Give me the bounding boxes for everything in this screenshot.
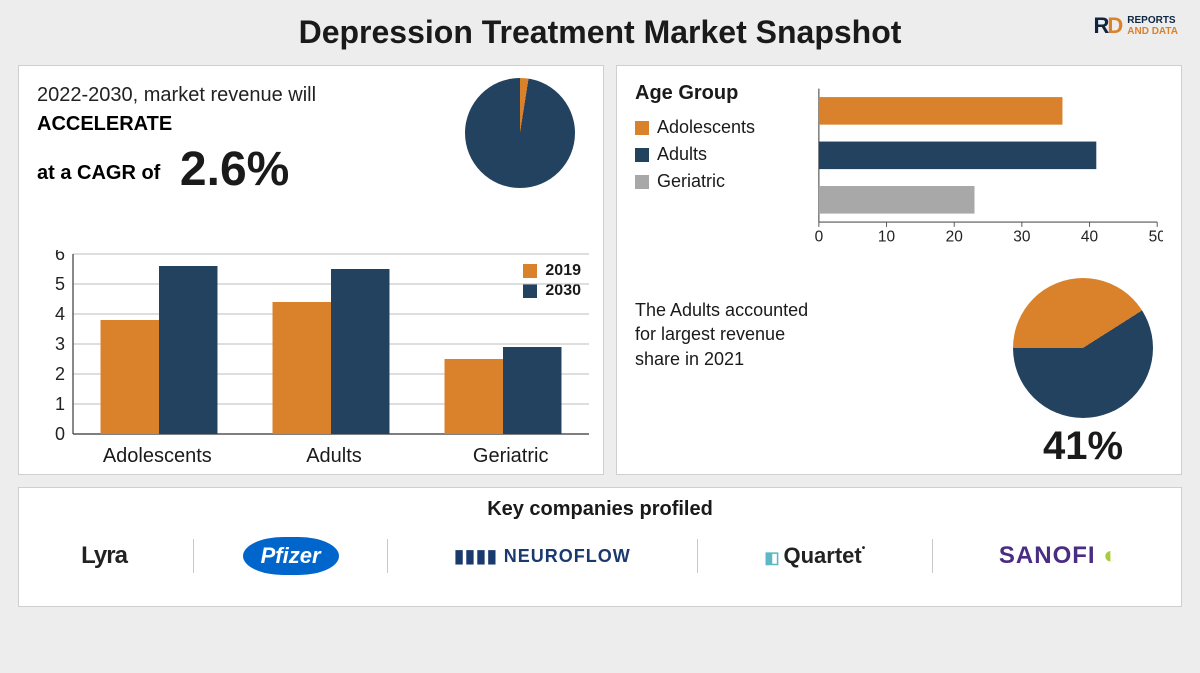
- category-label: Adolescents: [69, 445, 246, 468]
- legend-item: Adolescents: [635, 117, 805, 138]
- svg-text:0: 0: [55, 424, 65, 440]
- age-group-heading: Age Group: [635, 82, 805, 105]
- svg-text:1: 1: [55, 394, 65, 414]
- page-title: Depression Treatment Market Snapshot: [18, 14, 1182, 51]
- brand-logo: RD REPORTS AND DATA: [1093, 14, 1178, 38]
- share-percent: 41%: [1013, 424, 1153, 469]
- share-pie-chart: [1013, 278, 1153, 418]
- brand-line1: REPORTS: [1127, 15, 1178, 26]
- right-card: Age Group Adolescents Adults Geriatric 0 10…: [616, 65, 1182, 475]
- companies-heading: Key companies profiled: [19, 498, 1181, 521]
- legend-item: Adults: [635, 144, 805, 165]
- svg-text:4: 4: [55, 304, 65, 324]
- share-note: The Adults accounted for largest revenue…: [635, 278, 808, 371]
- category-label: Adults: [246, 445, 423, 468]
- svg-text:20: 20: [946, 228, 963, 245]
- accelerate-label: ACCELERATEat a CAGR of: [37, 113, 172, 184]
- svg-text:0: 0: [815, 228, 823, 245]
- cagr-pie-chart: [465, 78, 575, 188]
- company-neuroflow: ▮▮▮▮NEUROFLOW: [436, 542, 649, 571]
- svg-text:30: 30: [1013, 228, 1030, 245]
- svg-text:50: 50: [1149, 228, 1163, 245]
- category-label: Geriatric: [422, 445, 599, 468]
- svg-text:3: 3: [55, 334, 65, 354]
- company-lyra: Lyra: [63, 538, 145, 574]
- svg-text:5: 5: [55, 274, 65, 294]
- left-card: 2022-2030, market revenue will ACCELERAT…: [18, 65, 604, 475]
- bar-category-labels: AdolescentsAdultsGeriatric: [69, 445, 599, 468]
- horizontal-bar-chart: 0 10 20 30 40 50: [815, 80, 1163, 250]
- companies-footer: Key companies profiled Lyra Pfizer ▮▮▮▮N…: [18, 487, 1182, 607]
- cagr-value: 2.6%: [180, 142, 289, 197]
- legend-item: Geriatric: [635, 171, 805, 192]
- svg-text:2: 2: [55, 364, 65, 384]
- age-group-legend: Age Group Adolescents Adults Geriatric: [635, 80, 805, 250]
- brand-line2: AND DATA: [1127, 26, 1178, 37]
- revenue-subtitle: 2022-2030, market revenue will: [37, 84, 316, 107]
- svg-text:40: 40: [1081, 228, 1098, 245]
- company-sanofi: SANOFI: [981, 538, 1137, 574]
- svg-text:10: 10: [878, 228, 895, 245]
- svg-text:6: 6: [55, 250, 65, 264]
- company-pfizer: Pfizer: [243, 537, 339, 575]
- grouped-bar-chart: 0 1 2 3 4 5 6: [37, 250, 589, 440]
- company-quartet: Quartet: [746, 539, 883, 573]
